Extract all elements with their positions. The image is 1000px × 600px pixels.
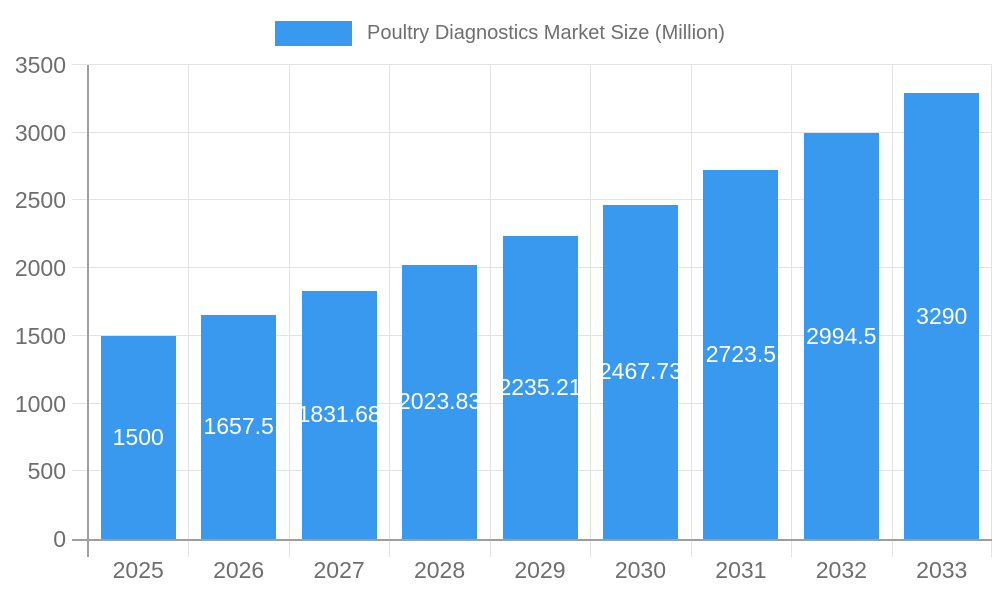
bar-2033: 3290 <box>904 93 980 539</box>
bar-value-label: 2994.5 <box>806 322 877 349</box>
v-gridline <box>991 65 992 557</box>
y-tick-label: 500 <box>27 458 66 485</box>
x-tick-label-2026: 2026 <box>213 557 265 583</box>
v-gridline <box>791 65 793 557</box>
x-axis-line <box>72 539 992 541</box>
bar-value-label: 2023.83 <box>402 388 478 415</box>
v-gridline <box>690 65 692 557</box>
h-gridline <box>72 64 992 65</box>
v-gridline <box>288 65 290 557</box>
x-tick-label-2031: 2031 <box>715 557 767 583</box>
v-gridline <box>188 65 190 557</box>
chart-legend[interactable]: Poultry Diagnostics Market Size (Million… <box>0 21 1000 46</box>
legend-label: Poultry Diagnostics Market Size (Million… <box>367 22 725 44</box>
bar-value-label: 2467.73 <box>602 358 678 385</box>
bar-value-label: 1831.68 <box>301 401 377 428</box>
v-gridline <box>389 65 391 557</box>
x-tick-label-2028: 2028 <box>413 557 466 583</box>
bar-2028: 2023.83 <box>402 264 478 539</box>
x-tick-label-2032: 2032 <box>815 557 867 583</box>
x-tick-label-2033: 2033 <box>916 557 968 583</box>
y-tick-label: 2500 <box>14 187 66 214</box>
y-axis-line <box>87 65 89 557</box>
bar-2027: 1831.68 <box>301 290 377 539</box>
bar-value-label: 2723.5 <box>705 341 777 368</box>
h-gridline <box>72 199 992 201</box>
bar-2025: 1500 <box>100 335 176 539</box>
y-tick-label: 1000 <box>14 390 66 417</box>
h-gridline <box>72 131 992 133</box>
y-tick-label: 0 <box>53 526 66 552</box>
x-tick-label-2030: 2030 <box>614 557 667 583</box>
y-tick-label: 2000 <box>14 255 66 282</box>
bar-2030: 2467.73 <box>602 204 678 539</box>
v-gridline <box>590 65 592 557</box>
bar-2031: 2723.5 <box>703 170 779 539</box>
x-tick-label-2027: 2027 <box>313 557 365 583</box>
bar-value-label: 1500 <box>112 423 164 450</box>
y-tick-label: 3500 <box>14 52 66 78</box>
bar-value-label: 2235.21 <box>502 374 578 401</box>
bar-value-label: 3290 <box>916 302 968 329</box>
bar-2029: 2235.21 <box>502 236 578 539</box>
y-tick-label: 1500 <box>14 322 66 349</box>
v-gridline <box>891 65 893 557</box>
y-tick-label: 3000 <box>14 119 66 146</box>
x-tick-label-2029: 2029 <box>514 557 566 583</box>
bar-value-label: 1657.5 <box>203 413 274 440</box>
plot-area: 1500 1657.5 1831.68 2023.83 2235.21 2467.73 27… <box>72 64 992 557</box>
bar-2026: 1657.5 <box>201 314 277 539</box>
x-tick-label-2025: 2025 <box>112 557 164 583</box>
bar-2032: 2994.5 <box>803 133 879 539</box>
v-gridline <box>489 65 491 557</box>
legend-color-swatch <box>275 21 353 46</box>
